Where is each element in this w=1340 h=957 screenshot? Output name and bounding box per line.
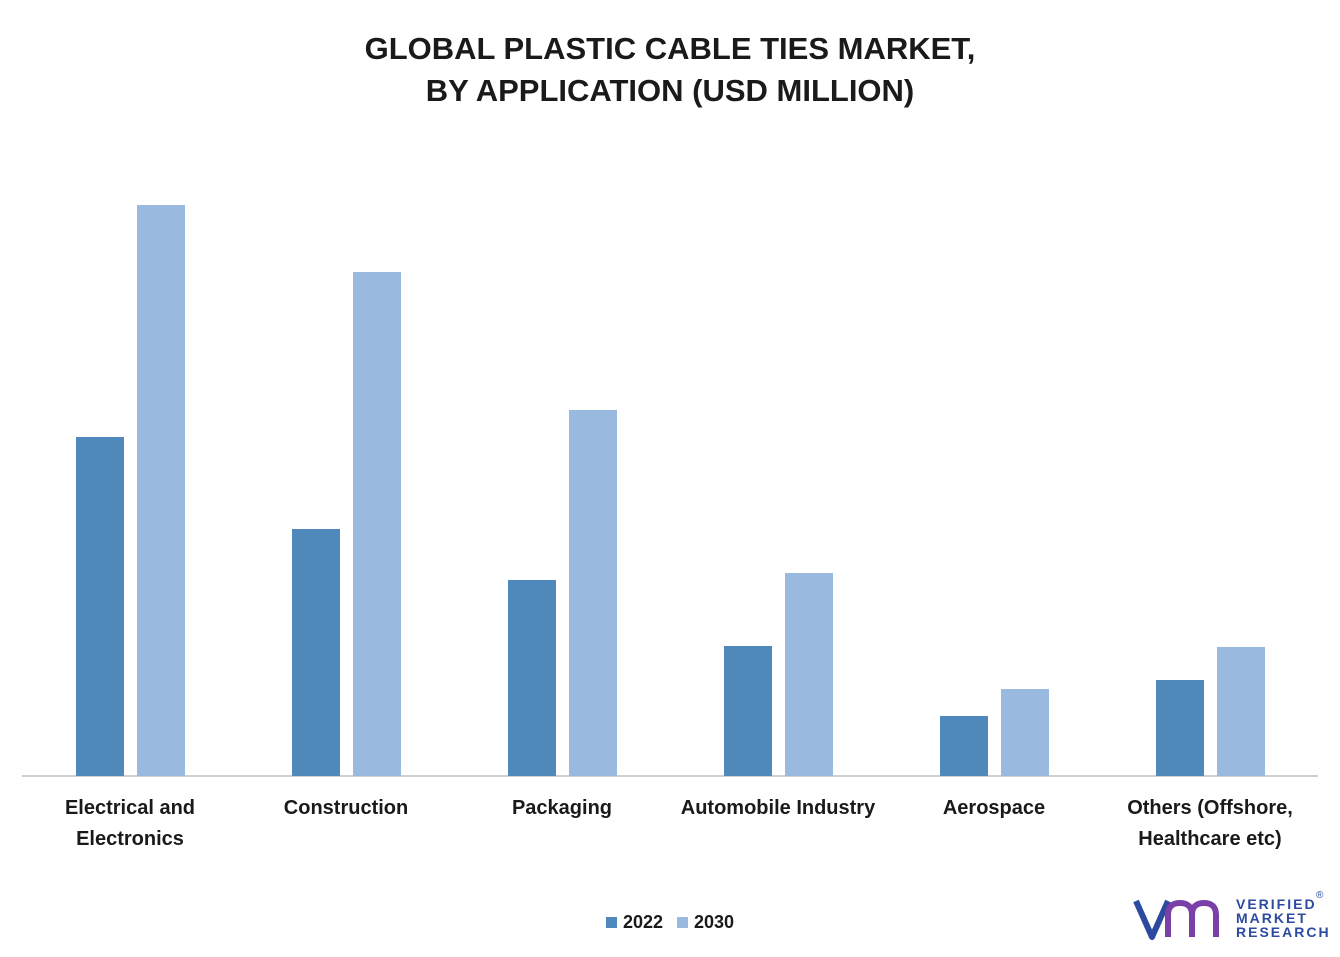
verified-market-research-logo	[1133, 899, 1219, 940]
category-label-line: Construction	[283, 797, 409, 819]
logo-wordmark: VERIFIED MARKET RESEARCH	[1236, 897, 1331, 939]
bar-2030-4	[1001, 689, 1049, 776]
bar-2022-0	[76, 437, 124, 776]
category-label-3: Automobile Industry	[663, 793, 893, 824]
chart-legend: 2022 2030	[0, 912, 1340, 933]
category-label-4: Aerospace	[879, 793, 1109, 824]
category-label-2: Packaging	[447, 793, 677, 824]
bar-2030-5	[1217, 647, 1265, 776]
category-label-line: Electrical and	[64, 797, 196, 819]
bar-2030-2	[569, 410, 617, 776]
chart-title-line-2: BY APPLICATION (USD MILLION)	[425, 73, 915, 108]
bar-2030-3	[785, 573, 833, 776]
bar-2022-4	[940, 716, 988, 776]
category-label-line: Others (Offshore,	[1127, 797, 1293, 819]
legend-label: 2030	[694, 912, 735, 932]
category-label-line: Aerospace	[942, 797, 1046, 819]
category-label-line: Electronics	[76, 828, 184, 850]
logo-line-1: VERIFIED	[1236, 896, 1317, 912]
legend-swatch	[677, 917, 688, 928]
bar-2030-1	[353, 272, 401, 776]
legend-item-2030: 2030	[677, 912, 734, 933]
category-label-line: Packaging	[511, 797, 613, 819]
logo-v-mark	[1133, 899, 1171, 940]
bar-2022-1	[292, 529, 340, 776]
legend-item-2022: 2022	[605, 912, 663, 933]
category-label-1: Construction	[231, 793, 461, 824]
bar-2030-0	[137, 205, 185, 776]
category-label-line: Healthcare etc)	[1138, 828, 1282, 850]
bar-2022-5	[1156, 680, 1204, 776]
bar-2022-3	[724, 646, 772, 776]
legend-swatch	[605, 917, 617, 928]
category-label-0: Electrical and Electronics	[15, 793, 245, 855]
category-label-line: Automobile Industry	[680, 797, 876, 819]
registered-mark: ®	[1316, 890, 1324, 901]
chart-title: GLOBAL PLASTIC CABLE TIES MARKET, BY APP…	[0, 28, 1340, 112]
logo-m-mark	[1165, 899, 1219, 937]
logo-line-3: RESEARCH	[1236, 924, 1331, 940]
legend-label: 2022	[622, 912, 663, 932]
bar-2022-2	[508, 580, 556, 776]
chart-title-line-1: GLOBAL PLASTIC CABLE TIES MARKET,	[364, 31, 976, 66]
category-label-5: Others (Offshore, Healthcare etc)	[1095, 793, 1325, 855]
logo-line-2: MARKET	[1236, 910, 1308, 926]
